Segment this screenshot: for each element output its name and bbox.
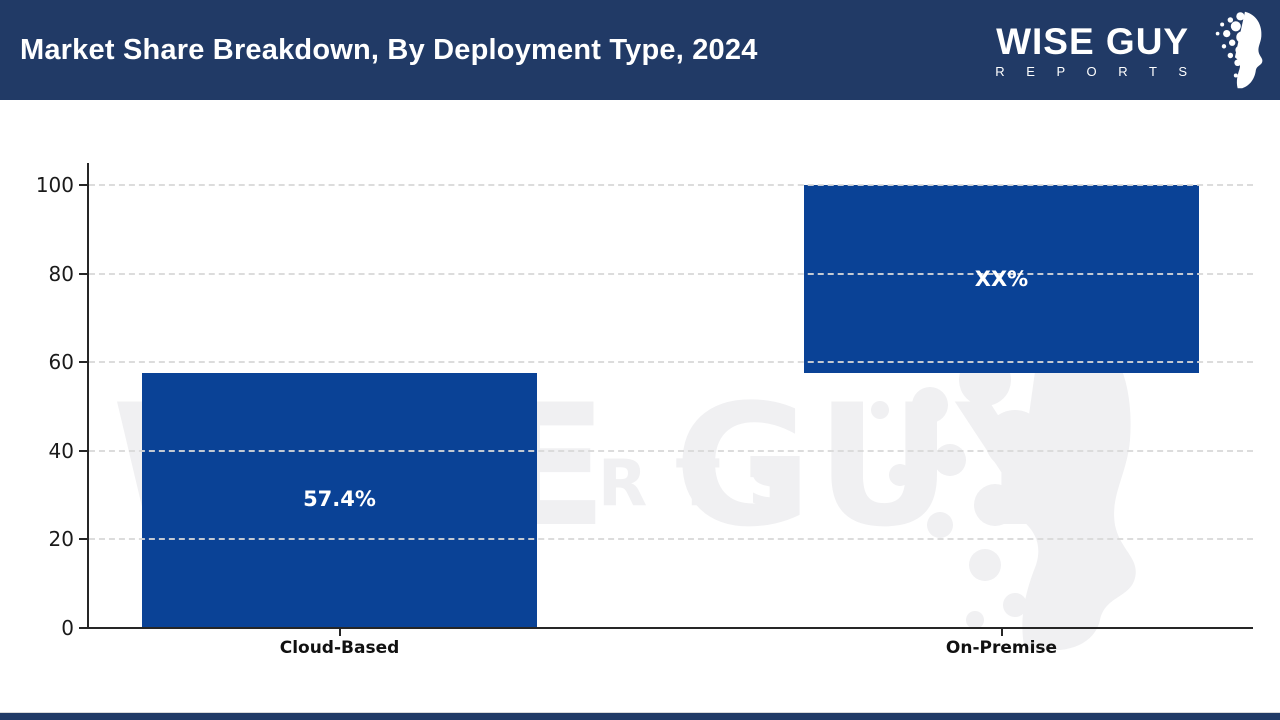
y-tick-80 [79, 273, 87, 275]
bar-value-label-onpremise: XX% [974, 267, 1029, 291]
x-tick-on-premise [1001, 629, 1003, 636]
gridline-40 [89, 450, 1253, 452]
bar-on-premise [804, 185, 1199, 373]
logo-wordmark: WISE GUY [996, 20, 1190, 62]
y-tick-label-100: 100 [35, 173, 74, 197]
gridline-80 [89, 273, 1253, 275]
y-tick-60 [79, 361, 87, 363]
x-axis-line [87, 627, 1253, 629]
watermark-letter-t: T [676, 447, 720, 521]
y-tick-label-20: 20 [48, 527, 74, 551]
y-tick-100 [79, 184, 87, 186]
gridline-100 [89, 184, 1253, 186]
gridline-60 [89, 361, 1253, 363]
gridline-20 [89, 538, 1253, 540]
x-axis-label-cloud-based: Cloud-Based [279, 638, 400, 658]
chart-area: WISE GUY R T S 5 [0, 100, 1280, 713]
y-tick-0 [79, 627, 87, 629]
y-tick-label-40: 40 [48, 439, 74, 463]
bar-value-label-cloud: 57.4% [303, 487, 376, 511]
brand-logo: WISE GUY R E P O R T S [989, 9, 1266, 91]
watermark-letter-r: R [598, 447, 648, 521]
logo-text-block: WISE GUY R E P O R T S [989, 23, 1196, 78]
logo-tagline: R E P O R T S [995, 63, 1196, 79]
y-tick-40 [79, 450, 87, 452]
logo-face-icon [1215, 11, 1263, 89]
bar-cloud-based [142, 373, 537, 627]
watermark-letter-s: S [748, 447, 795, 521]
y-tick-label-60: 60 [48, 350, 74, 374]
y-tick-label-0: 0 [61, 616, 74, 640]
header-bar: Market Share Breakdown, By Deployment Ty… [0, 0, 1280, 100]
y-tick-20 [79, 538, 87, 540]
y-axis-line [87, 163, 89, 629]
footer-bar [0, 712, 1280, 720]
y-tick-label-80: 80 [48, 262, 74, 286]
page-title: Market Share Breakdown, By Deployment Ty… [20, 33, 758, 66]
x-tick-cloud-based [339, 629, 341, 636]
x-axis-label-on-premise: On-Premise [945, 638, 1058, 658]
